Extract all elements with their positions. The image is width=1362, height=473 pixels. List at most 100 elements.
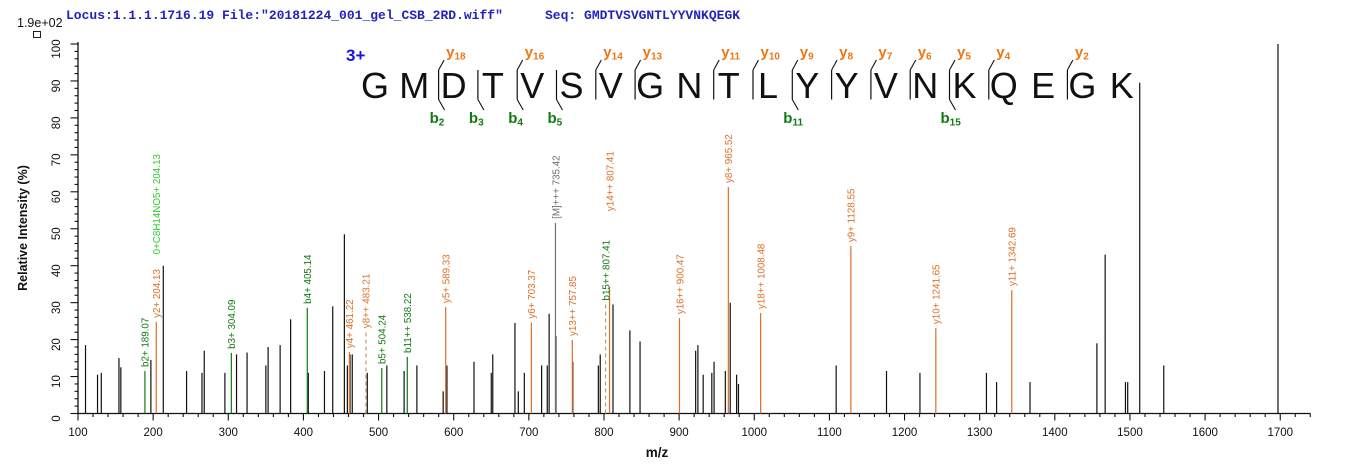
y-tick-label: 10 bbox=[51, 375, 63, 388]
x-tick-label: 1200 bbox=[892, 427, 918, 439]
y-ion-tick bbox=[831, 59, 838, 71]
x-axis-title: m/z bbox=[646, 445, 669, 460]
scale-marker bbox=[33, 31, 41, 38]
y-ion-label: y16 bbox=[525, 44, 545, 63]
residue-letter: V bbox=[520, 65, 544, 106]
y-ion-label: y14 bbox=[603, 44, 623, 63]
y-ion-tick bbox=[988, 59, 995, 71]
y-tick-label: 20 bbox=[51, 338, 63, 351]
residue-letter: S bbox=[559, 65, 583, 106]
b-ion-tick bbox=[516, 99, 524, 111]
residue-letter: K bbox=[1110, 65, 1134, 106]
x-tick-label: 800 bbox=[594, 427, 613, 439]
y-ion-label: y5 bbox=[957, 44, 971, 63]
y-ion-label: y8 bbox=[839, 44, 853, 63]
x-tick-label: 400 bbox=[294, 427, 313, 439]
peak-label: y8+ 965.52 bbox=[724, 134, 735, 183]
y-tick-label: 90 bbox=[51, 80, 63, 93]
residue-letter: D bbox=[441, 65, 467, 106]
x-tick-label: 500 bbox=[369, 427, 388, 439]
formula-label: 0+C8H14NO5+ 204.13 bbox=[152, 154, 163, 255]
y-ion-label: y6 bbox=[918, 44, 932, 63]
peak-label: y6+ 703.37 bbox=[527, 270, 538, 319]
sequence-header: Seq: GMDTVSVGNTLYYVNKQEGK bbox=[545, 8, 740, 23]
residue-letter: N bbox=[676, 65, 702, 106]
peak-label: b4+ 405.14 bbox=[303, 254, 314, 304]
x-tick-label: 1300 bbox=[967, 427, 993, 439]
x-tick-label: 600 bbox=[444, 427, 463, 439]
x-tick-label: 900 bbox=[670, 427, 689, 439]
x-tick-label: 1500 bbox=[1117, 427, 1143, 439]
residue-letter: E bbox=[1031, 65, 1055, 106]
residue-letter: N bbox=[912, 65, 938, 106]
y-ion-label: y10 bbox=[761, 44, 781, 63]
y-tick-label: 80 bbox=[51, 117, 63, 130]
peak-label: y13++ 757.85 bbox=[568, 275, 579, 335]
y-tick-label: 70 bbox=[51, 153, 63, 166]
y-tick-label: 100 bbox=[51, 39, 63, 58]
y-ion-tick bbox=[516, 59, 524, 71]
y-tick-label: 50 bbox=[51, 227, 63, 240]
b-ion-label: b5 bbox=[548, 110, 563, 129]
y-tick-label: 0 bbox=[51, 415, 63, 421]
peak-label: y2+ 204.13 bbox=[152, 269, 163, 318]
peak-label: b5+ 504.24 bbox=[378, 314, 389, 364]
x-tick-label: 1000 bbox=[741, 427, 767, 439]
charge-state-label: 3+ bbox=[346, 46, 365, 65]
y-ion-tick bbox=[713, 59, 720, 71]
y-axis-title: Relative Intensity (%) bbox=[16, 165, 30, 291]
x-tick-label: 300 bbox=[219, 427, 238, 439]
residue-letter: V bbox=[874, 65, 898, 106]
y-ion-tick bbox=[909, 59, 917, 71]
peak-label: b3+ 304.09 bbox=[227, 300, 238, 349]
y-ion-tick bbox=[752, 59, 759, 71]
b-ion-label: b4 bbox=[508, 110, 523, 129]
residue-letter: K bbox=[952, 65, 976, 106]
y-tick-label: 40 bbox=[51, 264, 63, 277]
x-tick-label: 1400 bbox=[1042, 427, 1068, 439]
y-ion-label: y11 bbox=[721, 44, 740, 63]
peak-label: y18++ 1008.48 bbox=[756, 243, 767, 309]
y-tick-label: 60 bbox=[51, 190, 63, 203]
max-intensity-label: 1.9e+02 bbox=[17, 16, 63, 30]
y-ion-tick bbox=[634, 59, 642, 71]
peak-label: y11+ 1342.69 bbox=[1008, 227, 1019, 286]
b-ion-tick bbox=[949, 99, 956, 111]
peak-label: y5+ 589.33 bbox=[441, 254, 452, 303]
peak-label: y8++ 483.21 bbox=[362, 274, 373, 328]
b-ion-label: b3 bbox=[469, 110, 484, 129]
residue-letter: Q bbox=[990, 65, 1018, 106]
peak-label: y10+ 1241.65 bbox=[932, 264, 943, 324]
peak-label: b15++ 807.41 bbox=[601, 240, 612, 300]
y-ion-tick bbox=[438, 59, 445, 71]
peak-label: y9+ 1128.55 bbox=[847, 188, 858, 242]
seq-prefix: Seq: bbox=[545, 8, 585, 23]
y-ion-tick bbox=[949, 59, 956, 71]
residue-letter: T bbox=[482, 65, 504, 106]
seq-value: GMDTVSVGNTLYYVNKQEGK bbox=[584, 8, 741, 23]
x-tick-label: 1700 bbox=[1267, 427, 1293, 439]
y-ion-tick bbox=[870, 59, 877, 71]
residue-letter: G bbox=[636, 65, 664, 106]
x-tick-label: 100 bbox=[68, 427, 87, 439]
x-tick-label: 1600 bbox=[1192, 427, 1218, 439]
peak-label: y14++ 807.41 bbox=[605, 151, 616, 211]
b-ion-tick bbox=[791, 99, 799, 111]
residue-letter: Y bbox=[835, 65, 859, 106]
x-tick-label: 200 bbox=[144, 427, 163, 439]
y-ion-label: y9 bbox=[800, 44, 814, 63]
b-ion-tick bbox=[556, 99, 563, 111]
residue-letter: T bbox=[718, 65, 740, 106]
y-tick-label: 30 bbox=[51, 301, 63, 314]
residue-letter: V bbox=[599, 65, 623, 106]
b-ion-label: b2 bbox=[430, 110, 445, 129]
peak-label: b2+ 189.07 bbox=[141, 318, 152, 367]
residue-letter: M bbox=[399, 65, 429, 106]
residue-letter: G bbox=[361, 65, 389, 106]
peak-label: y4+ 461.22 bbox=[345, 299, 356, 348]
x-tick-label: 1100 bbox=[817, 427, 842, 439]
peak-label: y16++ 900.47 bbox=[675, 254, 686, 314]
b-ion-tick bbox=[438, 99, 446, 111]
